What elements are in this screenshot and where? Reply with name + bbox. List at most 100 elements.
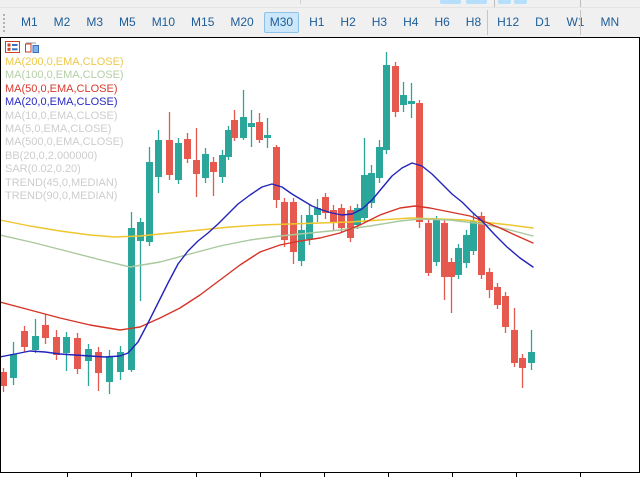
ma-line bbox=[0, 162, 534, 358]
candlestick bbox=[281, 198, 288, 247]
toolbar-separator bbox=[494, 0, 495, 7]
candlestick bbox=[146, 147, 153, 246]
candlestick bbox=[463, 230, 470, 268]
candlestick bbox=[166, 112, 173, 180]
candlestick bbox=[10, 342, 17, 385]
candlestick bbox=[240, 90, 247, 140]
timeframe-button-m15[interactable]: M15 bbox=[191, 15, 215, 29]
chart-corner-icons bbox=[5, 41, 40, 53]
candlestick bbox=[408, 83, 415, 118]
indicator-list-icon[interactable] bbox=[5, 41, 20, 53]
candlestick bbox=[528, 330, 535, 370]
candlestick bbox=[433, 216, 440, 266]
timeframe-toolbar: M1 M2 M3 M5 M10 M15 M20 M30 H1 H2 H3 H4 H6 H8 H12 D1 W1 M… bbox=[0, 8, 640, 37]
candlestick bbox=[376, 140, 383, 183]
candlestick bbox=[85, 344, 92, 386]
candlestick bbox=[210, 157, 217, 196]
indicator-label: MA(200,0,EMA,CLOSE) bbox=[5, 56, 124, 68]
indicator-legend: MA(200,0,EMA,CLOSE) MA(100,0,EMA,CLOSE) MA… bbox=[5, 56, 124, 203]
timeframe-button-h6[interactable]: H6 bbox=[434, 15, 450, 29]
candlestick bbox=[306, 205, 313, 245]
candlestick bbox=[314, 199, 321, 222]
candlestick bbox=[361, 138, 368, 222]
candlestick bbox=[175, 138, 182, 184]
candlestick bbox=[63, 332, 70, 371]
candlestick bbox=[95, 347, 102, 391]
candlestick bbox=[74, 333, 81, 374]
candlestick bbox=[322, 193, 329, 219]
candlestick bbox=[117, 346, 124, 380]
candlestick bbox=[225, 126, 232, 160]
candlestick bbox=[494, 283, 501, 309]
indicator-label: MA(5,0,EMA,CLOSE) bbox=[5, 123, 112, 136]
candlestick bbox=[53, 330, 60, 360]
toolbar-remnant-chip bbox=[466, 0, 487, 4]
candlestick bbox=[219, 150, 226, 183]
timeframe-button-m20[interactable]: M20 bbox=[230, 15, 254, 29]
candlestick bbox=[32, 319, 39, 353]
timeframe-button-mn[interactable]: MN bbox=[600, 15, 620, 29]
toolbar-remnant-chip bbox=[440, 0, 461, 4]
indicator-label: BB(20,0,2.000000) bbox=[5, 149, 98, 162]
ma-line bbox=[0, 218, 534, 268]
candlestick bbox=[202, 148, 209, 183]
indicator-label: MA(10,0,EMA,CLOSE) bbox=[5, 109, 118, 122]
indicator-label: SAR(0.02,0.20) bbox=[5, 163, 81, 176]
timeframe-button-row: M1 M2 M3 M5 M10 M15 M20 M30 H1 H2 H3 H4 H6 H8 H12 D1 W1 M… bbox=[0, 8, 640, 37]
indicator-label: TREND(90,0,MEDIAN) bbox=[5, 190, 118, 203]
candlestick bbox=[400, 82, 407, 112]
toolbar-separator bbox=[580, 0, 581, 7]
candlestick bbox=[486, 268, 493, 298]
toolbar-remnant-chip bbox=[514, 0, 527, 4]
candlestick bbox=[0, 368, 7, 392]
indicator-label: MA(50,0,EMA,CLOSE) bbox=[5, 82, 118, 95]
candlestick bbox=[290, 198, 297, 264]
candlestick bbox=[128, 212, 135, 372]
timeframe-button-m10[interactable]: M10 bbox=[151, 15, 176, 29]
candlestick bbox=[519, 354, 526, 388]
candlestick bbox=[330, 205, 337, 230]
timeframe-button-h3[interactable]: H3 bbox=[371, 15, 388, 29]
candlestick bbox=[470, 213, 477, 255]
indicator-label: TREND(45,0,MEDIAN) bbox=[5, 176, 118, 189]
timeframe-button-h1[interactable]: H1 bbox=[309, 15, 325, 29]
candlestick bbox=[338, 204, 345, 232]
toolbar-grip-handle[interactable] bbox=[3, 14, 5, 32]
candlestick bbox=[264, 118, 271, 148]
candlestick bbox=[273, 145, 280, 208]
candlestick bbox=[368, 165, 375, 208]
timeframe-button-d1[interactable]: D1 bbox=[535, 15, 551, 29]
candlestick bbox=[347, 206, 354, 242]
timeframe-button-m5[interactable]: M5 bbox=[119, 15, 136, 29]
candlestick bbox=[231, 110, 238, 141]
candlestick bbox=[21, 326, 28, 352]
candlestick bbox=[448, 258, 455, 313]
upper-toolbar-remnant bbox=[0, 0, 640, 8]
indicator-label: MA(500,0,EMA,CLOSE) bbox=[5, 136, 124, 149]
toolbar-separator bbox=[487, 10, 488, 35]
timeframe-button-m30[interactable]: M30 bbox=[263, 12, 300, 33]
candlestick bbox=[184, 133, 191, 163]
price-chart-canvas[interactable] bbox=[0, 37, 640, 480]
candlestick bbox=[155, 130, 162, 193]
timeframe-button-h4[interactable]: H4 bbox=[403, 15, 419, 29]
ma-line bbox=[0, 217, 534, 238]
timeframe-button-h12[interactable]: H12 bbox=[497, 15, 520, 29]
candlestick bbox=[392, 62, 399, 117]
indicator-label: MA(100,0,EMA,CLOSE) bbox=[5, 69, 124, 82]
toolbar-remnant-chip bbox=[498, 0, 511, 4]
chart-objects-icon[interactable] bbox=[24, 41, 40, 53]
toolbar-separator bbox=[300, 0, 301, 4]
candlestick bbox=[441, 219, 448, 300]
candlestick bbox=[455, 244, 462, 279]
candlestick bbox=[425, 220, 432, 276]
timeframe-button-m1[interactable]: M1 bbox=[21, 15, 38, 29]
toolbar-separator bbox=[580, 10, 581, 35]
timeframe-button-m3[interactable]: M3 bbox=[86, 15, 104, 29]
timeframe-button-h8[interactable]: H8 bbox=[465, 15, 482, 29]
timeframe-button-w1[interactable]: W1 bbox=[566, 15, 585, 29]
timeframe-button-h2[interactable]: H2 bbox=[340, 15, 356, 29]
candlestick bbox=[248, 110, 255, 147]
timeframe-button-m2[interactable]: M2 bbox=[53, 15, 71, 29]
